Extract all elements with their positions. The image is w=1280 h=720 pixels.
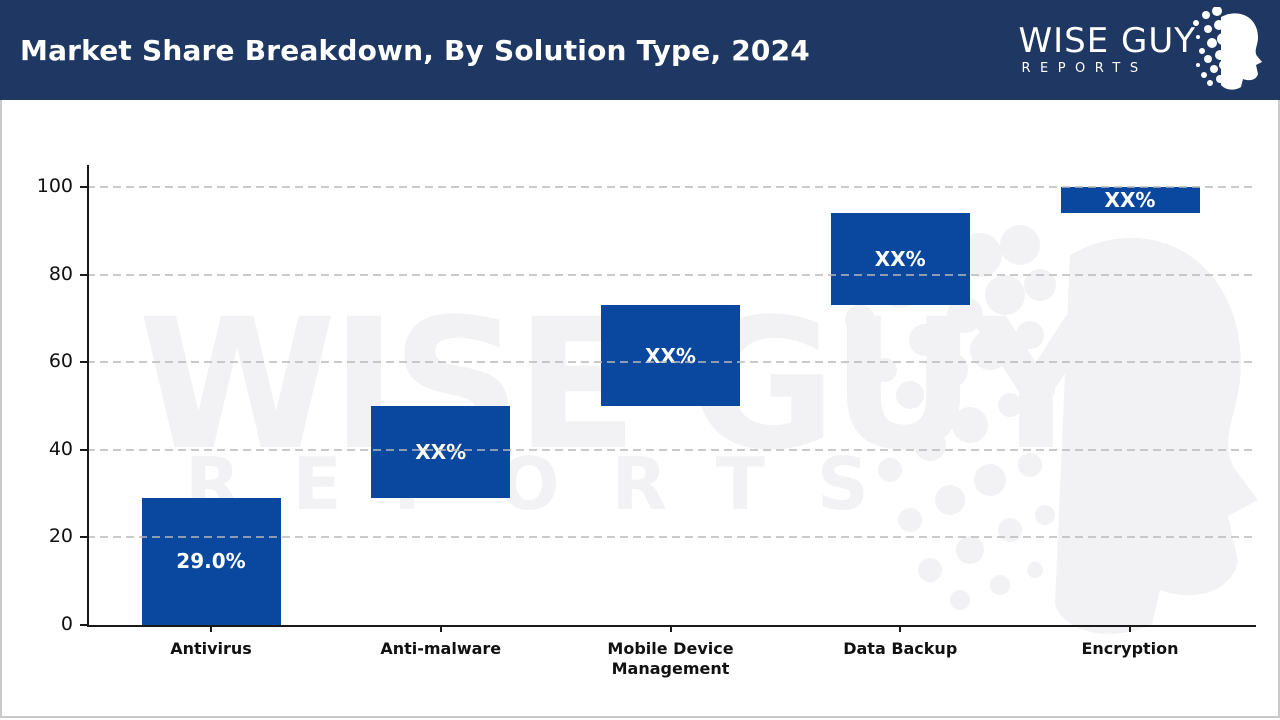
bar: XX% — [830, 213, 970, 306]
y-tick-mark — [80, 536, 87, 539]
y-axis-line — [87, 165, 89, 627]
y-tick-mark — [80, 361, 87, 364]
x-tick-mark — [669, 627, 672, 632]
bar-value-label: 29.0% — [176, 549, 246, 574]
header-bar: Market Share Breakdown, By Solution Type… — [0, 0, 1280, 100]
y-tick-mark — [80, 624, 87, 626]
x-tick-mark — [210, 627, 212, 632]
brand-subname: REPORTS — [1021, 61, 1148, 76]
page-title: Market Share Breakdown, By Solution Type… — [20, 33, 810, 67]
brand-name: WISE GUY — [1018, 21, 1196, 61]
x-tick-mark — [1129, 627, 1131, 632]
y-tick-label: 60 — [48, 350, 73, 373]
y-tick-label: 20 — [48, 525, 73, 548]
bar-value-label: XX% — [645, 343, 696, 368]
gridline — [87, 536, 1256, 539]
y-tick-label: 40 — [48, 437, 73, 460]
bar-value-label: XX% — [874, 247, 926, 272]
gridline — [87, 273, 1256, 276]
x-category-label: Data Backup — [843, 639, 958, 658]
brand-logo: WISE GUY REPORTS — [1018, 7, 1266, 93]
x-axis-line — [87, 625, 1256, 627]
y-tick-mark — [80, 273, 87, 276]
bar: XX% — [371, 406, 511, 498]
y-tick-mark — [80, 186, 87, 188]
x-category-label: Anti-malware — [380, 639, 502, 658]
x-tick-mark — [439, 627, 442, 632]
gridline — [87, 361, 1256, 364]
brand-face-icon — [1193, 7, 1262, 90]
bar: XX% — [1060, 187, 1200, 214]
x-category-label: Encryption — [1081, 639, 1179, 658]
bar: 29.0% — [141, 497, 281, 625]
x-category-label: Antivirus — [170, 639, 252, 658]
x-category-label: Mobile Device Management — [607, 639, 734, 678]
y-tick-label: 100 — [36, 175, 73, 197]
x-tick-mark — [899, 627, 902, 632]
bar: XX% — [601, 305, 740, 406]
gridline — [87, 448, 1256, 451]
y-tick-mark — [80, 448, 87, 451]
brand-logo-text: WISE GUY REPORTS — [1018, 24, 1196, 76]
bar-value-label: XX% — [415, 439, 467, 464]
bar-value-label: XX% — [1104, 188, 1156, 213]
y-tick-label: 80 — [48, 262, 73, 285]
gridline — [87, 186, 1256, 188]
y-tick-label: 0 — [60, 613, 73, 635]
